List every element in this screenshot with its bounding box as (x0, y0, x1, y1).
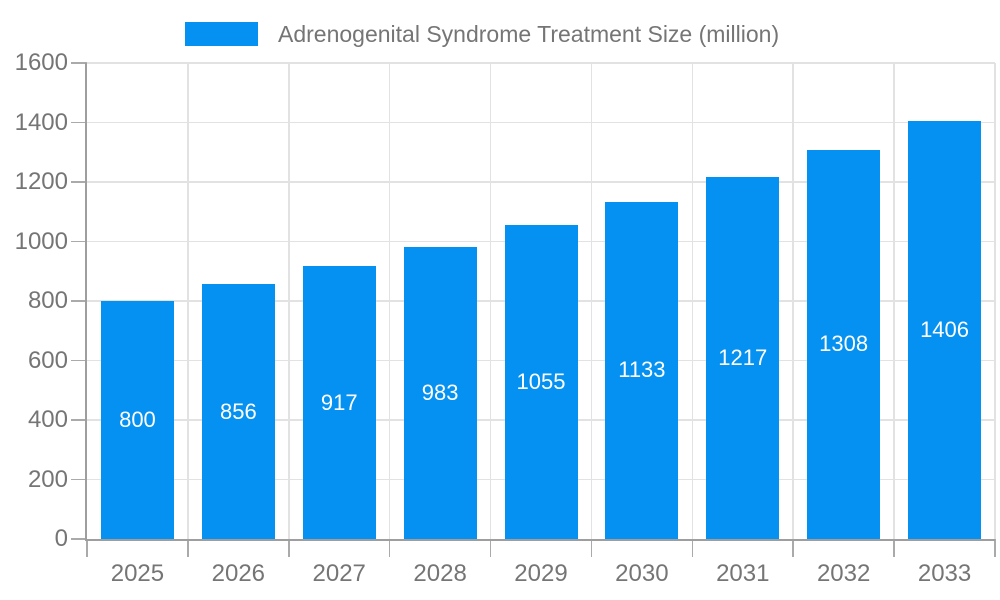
x-tick (86, 539, 88, 557)
x-axis-label: 2028 (413, 560, 467, 587)
gridline-vertical (893, 63, 895, 539)
gridline-horizontal (87, 62, 995, 64)
bar[interactable]: 1308 (807, 149, 881, 539)
x-axis-label: 2027 (312, 560, 366, 587)
x-tick (187, 539, 189, 557)
x-tick (590, 539, 593, 557)
gridline-horizontal (87, 121, 995, 124)
y-axis-label: 1600 (14, 49, 68, 76)
y-tick (71, 478, 87, 481)
gridline-vertical (691, 63, 694, 539)
bar[interactable]: 983 (403, 246, 477, 539)
x-axis-label: 2031 (716, 560, 770, 587)
bar-value-label: 800 (119, 407, 156, 432)
bar[interactable]: 917 (302, 266, 376, 539)
x-tick (288, 539, 290, 557)
bar-value-label: 917 (320, 389, 358, 415)
gridline-horizontal (87, 181, 995, 183)
x-axis-label: 2030 (615, 560, 669, 587)
y-tick (71, 121, 87, 124)
legend-label: Adrenogenital Syndrome Treatment Size (m… (278, 21, 780, 47)
x-axis-label: 2032 (816, 560, 871, 587)
y-axis-label: 400 (27, 406, 68, 433)
bar[interactable]: 1055 (504, 225, 578, 539)
y-axis-label: 600 (27, 346, 68, 374)
x-axis-label: 2029 (514, 560, 568, 587)
bar[interactable]: 856 (201, 284, 275, 539)
y-tick (71, 300, 87, 302)
y-axis-line (85, 63, 87, 541)
y-axis-label: 200 (27, 465, 68, 493)
gridline-vertical (994, 63, 996, 539)
y-tick (71, 359, 87, 362)
bar-value-label: 1308 (819, 331, 869, 357)
gridline-vertical (388, 63, 391, 539)
y-tick (71, 419, 87, 421)
bar-value-label: 1133 (618, 357, 666, 383)
y-axis-label: 0 (54, 525, 68, 552)
y-tick (71, 240, 87, 243)
bar[interactable]: 1406 (908, 120, 982, 539)
bar[interactable]: 1217 (706, 176, 780, 539)
gridline-vertical (792, 63, 794, 539)
bar-value-label: 1406 (920, 316, 970, 342)
y-axis-label: 1400 (14, 108, 68, 136)
y-axis-label: 1200 (14, 168, 68, 195)
x-tick (691, 539, 694, 557)
x-tick (893, 539, 895, 557)
gridline-vertical (590, 63, 593, 539)
x-tick (994, 539, 996, 557)
legend-swatch (185, 22, 258, 46)
x-tick (388, 539, 391, 557)
x-tick (489, 539, 492, 557)
x-axis-label: 2033 (917, 560, 972, 587)
bar-value-label: 1217 (718, 344, 768, 370)
bar[interactable]: 1133 (605, 201, 679, 539)
y-axis-label: 800 (27, 287, 68, 314)
x-axis-label: 2025 (110, 560, 165, 587)
bar-value-label: 856 (219, 398, 257, 424)
y-tick (71, 181, 87, 183)
bar[interactable]: 800 (100, 301, 174, 539)
bar-value-label: 1055 (516, 369, 566, 395)
y-tick (71, 62, 87, 64)
x-axis-label: 2026 (211, 560, 266, 587)
y-axis-label: 1000 (14, 227, 68, 255)
gridline-vertical (489, 63, 492, 539)
x-tick (792, 539, 794, 557)
gridline-vertical (187, 63, 189, 539)
x-axis-line (85, 539, 995, 541)
bar-value-label: 983 (421, 379, 459, 405)
gridline-vertical (288, 63, 290, 539)
y-tick (71, 538, 87, 540)
